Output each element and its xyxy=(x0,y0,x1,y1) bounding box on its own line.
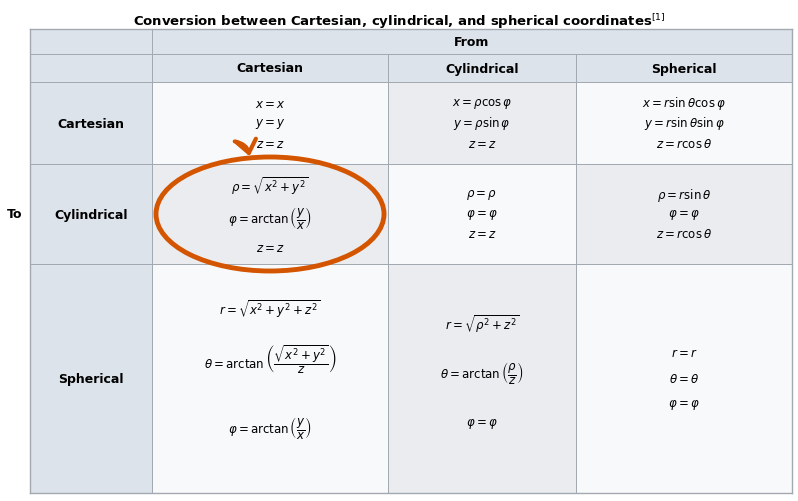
Text: $y = \rho\sin\varphi$: $y = \rho\sin\varphi$ xyxy=(453,115,511,132)
Text: Cylindrical: Cylindrical xyxy=(54,208,128,221)
Text: $\theta = \arctan\left(\dfrac{\sqrt{x^2+y^2}}{z}\right)$: $\theta = \arctan\left(\dfrac{\sqrt{x^2+… xyxy=(203,343,336,375)
Bar xyxy=(30,30,792,55)
Bar xyxy=(576,55,792,83)
Text: $\varphi = \varphi$: $\varphi = \varphi$ xyxy=(668,207,700,221)
Text: $x = x$: $x = x$ xyxy=(255,97,286,110)
Text: $\varphi = \varphi$: $\varphi = \varphi$ xyxy=(466,207,498,221)
Text: $x = \rho\cos\varphi$: $x = \rho\cos\varphi$ xyxy=(452,97,512,111)
Bar xyxy=(576,265,792,493)
Text: $y = y$: $y = y$ xyxy=(255,117,286,131)
Bar xyxy=(30,165,152,265)
Text: $z = z$: $z = z$ xyxy=(468,137,496,150)
Text: Cartesian: Cartesian xyxy=(236,63,303,75)
Bar xyxy=(152,265,388,493)
Text: $\rho = r\sin\theta$: $\rho = r\sin\theta$ xyxy=(657,186,711,203)
Bar xyxy=(30,83,152,165)
Text: Cylindrical: Cylindrical xyxy=(445,63,519,75)
Bar xyxy=(152,165,388,265)
Text: $y = r\sin\theta\sin\varphi$: $y = r\sin\theta\sin\varphi$ xyxy=(644,115,725,132)
Text: $z = r\cos\theta$: $z = r\cos\theta$ xyxy=(656,137,712,150)
Text: Spherical: Spherical xyxy=(58,372,124,385)
Bar xyxy=(576,83,792,165)
Bar xyxy=(30,55,152,83)
Text: Cartesian: Cartesian xyxy=(57,117,124,130)
Bar xyxy=(388,265,576,493)
Text: $\rho = \rho$: $\rho = \rho$ xyxy=(466,188,498,201)
Bar xyxy=(152,55,388,83)
Text: $\theta = \theta$: $\theta = \theta$ xyxy=(669,372,699,385)
Text: $\rho = \sqrt{x^2 + y^2}$: $\rho = \sqrt{x^2 + y^2}$ xyxy=(231,175,309,198)
Text: $\varphi = \arctan\left(\dfrac{y}{x}\right)$: $\varphi = \arctan\left(\dfrac{y}{x}\rig… xyxy=(228,416,312,441)
Text: $z = z$: $z = z$ xyxy=(468,228,496,241)
Text: $\varphi = \varphi$: $\varphi = \varphi$ xyxy=(466,417,498,431)
Text: $\varphi = \arctan\left(\dfrac{y}{x}\right)$: $\varphi = \arctan\left(\dfrac{y}{x}\rig… xyxy=(228,205,312,231)
Text: Conversion between Cartesian, cylindrical, and spherical coordinates$^{\mathsf{[: Conversion between Cartesian, cylindrica… xyxy=(132,12,666,31)
Text: $\varphi = \varphi$: $\varphi = \varphi$ xyxy=(668,398,700,412)
Bar xyxy=(388,55,576,83)
FancyArrowPatch shape xyxy=(235,139,256,154)
Text: $z = z$: $z = z$ xyxy=(255,137,285,150)
Bar xyxy=(30,265,152,493)
Text: $x = r\sin\theta\cos\varphi$: $x = r\sin\theta\cos\varphi$ xyxy=(642,95,726,112)
Text: To: To xyxy=(7,208,23,221)
Bar xyxy=(388,165,576,265)
Bar xyxy=(152,83,388,165)
Text: $r = \sqrt{\rho^2 + z^2}$: $r = \sqrt{\rho^2 + z^2}$ xyxy=(445,313,519,335)
Text: $r = r$: $r = r$ xyxy=(670,346,697,359)
Text: $r = \sqrt{x^2 + y^2 + z^2}$: $r = \sqrt{x^2 + y^2 + z^2}$ xyxy=(219,298,321,320)
Bar xyxy=(576,165,792,265)
Text: From: From xyxy=(454,36,490,49)
Text: $z = r\cos\theta$: $z = r\cos\theta$ xyxy=(656,228,712,241)
Text: $z = z$: $z = z$ xyxy=(255,242,285,255)
Text: Spherical: Spherical xyxy=(651,63,717,75)
Bar xyxy=(388,83,576,165)
Text: $\theta = \arctan\left(\dfrac{\rho}{z}\right)$: $\theta = \arctan\left(\dfrac{\rho}{z}\r… xyxy=(440,361,523,387)
